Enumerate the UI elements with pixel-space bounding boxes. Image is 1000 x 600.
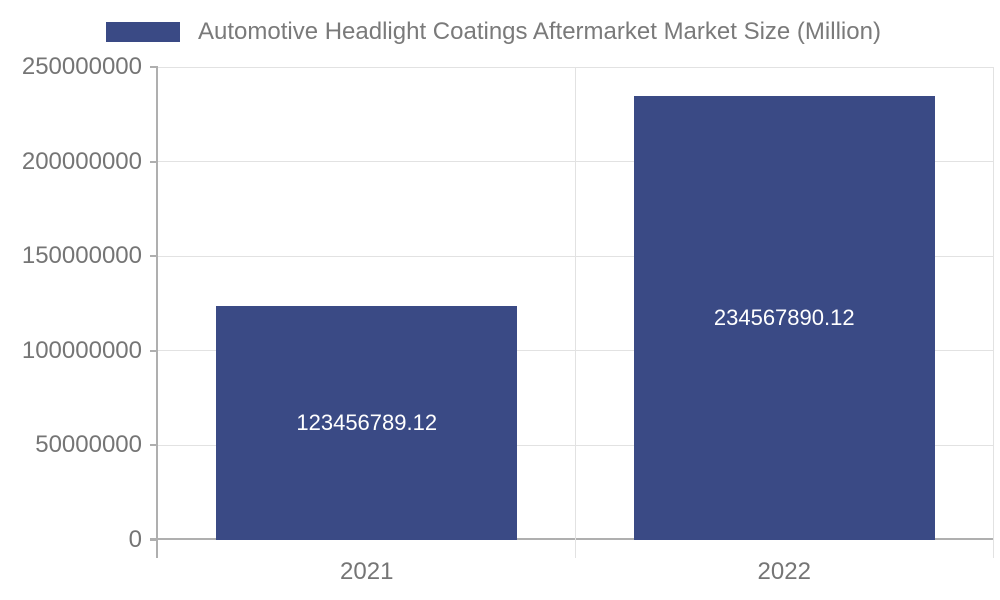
- y-axis-tick: [150, 66, 158, 68]
- legend-item[interactable]: Automotive Headlight Coatings Aftermarke…: [106, 17, 881, 47]
- y-axis-tick-label: 200000000: [21, 147, 142, 175]
- x-gridline: [575, 67, 576, 558]
- bar-value-label: 123456789.12: [296, 410, 438, 436]
- y-axis-tick-label: 0: [128, 526, 142, 553]
- y-axis-line: [156, 67, 158, 558]
- y-axis-tick: [150, 539, 158, 541]
- x-gridline: [992, 67, 994, 558]
- y-axis-tick: [150, 349, 158, 352]
- y-axis-tick: [150, 160, 158, 163]
- y-axis-tick: [150, 444, 158, 447]
- y-axis-tick-label: 250000000: [21, 53, 142, 80]
- y-axis-tick-label: 100000000: [21, 336, 142, 364]
- legend-label: Automotive Headlight Coatings Aftermarke…: [198, 18, 881, 45]
- bar-2022: 234567890.12: [633, 96, 935, 540]
- bar-value-label: 234567890.12: [713, 305, 855, 331]
- legend-swatch-icon: [106, 22, 180, 42]
- x-axis-tick-label: 2022: [757, 558, 811, 585]
- y-axis-tick-label: 50000000: [35, 431, 142, 459]
- y-axis-tick: [150, 255, 158, 258]
- x-axis-line: [150, 538, 993, 540]
- plot-area: 123456789.12 234567890.12: [158, 66, 994, 558]
- x-axis-tick-label: 2021: [340, 558, 394, 585]
- y-axis-tick-label: 150000000: [21, 242, 142, 270]
- bar-2021: 123456789.12: [216, 306, 518, 540]
